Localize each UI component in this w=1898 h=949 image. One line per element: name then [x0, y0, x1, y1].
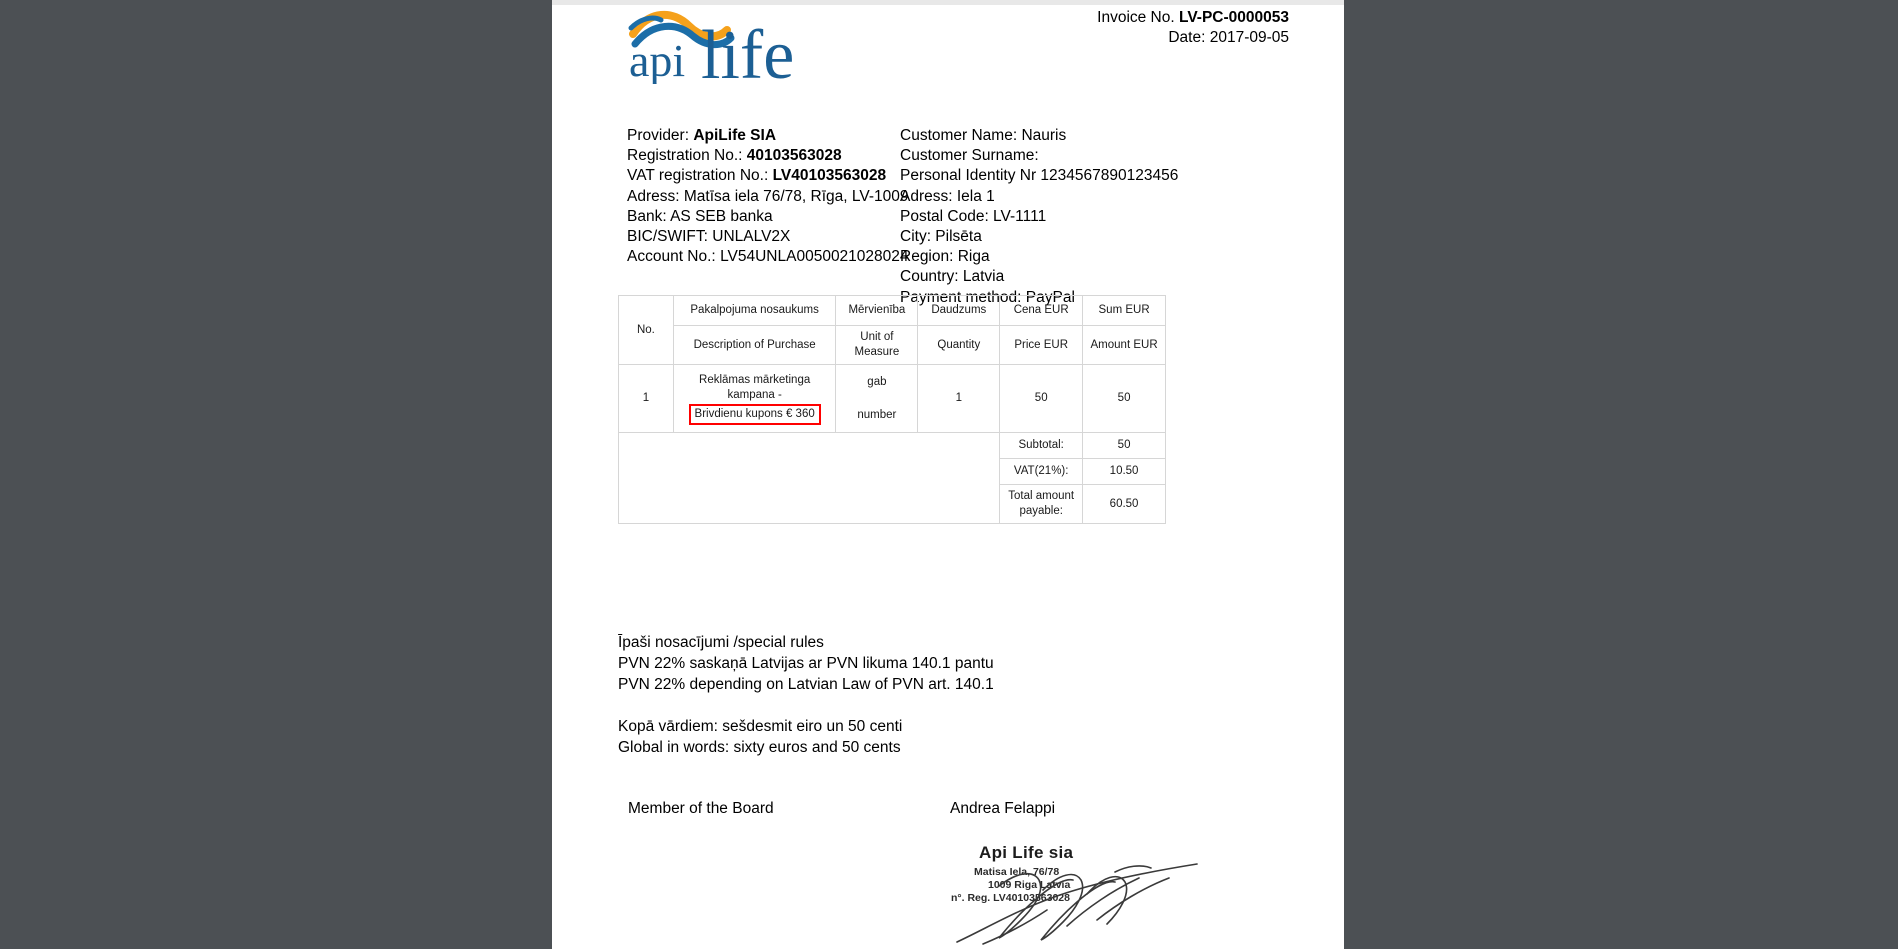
customer-address: Adress: Iela 1	[900, 187, 995, 205]
cell-unit: gab number	[835, 364, 919, 433]
column-header-qty-lv: Daudzums	[917, 295, 1001, 326]
column-header-sum-lv: Sum EUR	[1082, 295, 1166, 326]
svg-text:life: life	[701, 17, 794, 84]
invoice-header: api life Invoice No. LV-PC-0000053 Date:…	[552, 0, 1344, 104]
cell-description: Reklāmas mārketinga kampana - Brivdienu …	[672, 364, 837, 433]
registration-no-value: 40103563028	[746, 147, 842, 165]
description-highlight-box: Brivdienu kupons € 360	[688, 403, 821, 425]
provider-line: Adress: Matīsa iela 76/78, Rīga, LV-1009	[627, 187, 957, 207]
swift-value: UNLALV2X	[712, 228, 791, 246]
stamp-address-line: Matisa Iela, 76/78	[974, 866, 1060, 878]
svg-text:api: api	[629, 35, 685, 84]
invoice-date-line: Date: 2017-09-05	[1168, 29, 1289, 46]
column-header-unit-lv: Mērvienība	[835, 295, 919, 326]
subtotal-value: 50	[1082, 432, 1166, 459]
customer-block: Customer Name: Nauris Customer Surname: …	[900, 126, 1230, 308]
invoice-document: api life Invoice No. LV-PC-0000053 Date:…	[552, 0, 1344, 945]
provider-line: VAT registration No.: LV40103563028	[627, 166, 957, 186]
notes-spacer	[618, 695, 994, 716]
description-line-1: Reklāmas mārketinga kampana -	[699, 373, 811, 401]
provider-line: Registration No.: 40103563028	[627, 146, 957, 166]
stamp-title: Api Life sia	[979, 843, 1074, 862]
column-header-desc-lv: Pakalpojuma nosaukums	[672, 295, 837, 326]
apilife-logo: api life	[627, 4, 842, 84]
page-top-strip	[552, 0, 1344, 5]
stamp-city-line: 1009 Riga Latvia	[988, 879, 1071, 891]
customer-name: Customer Name: Nauris	[900, 127, 1067, 144]
stamp-registration-line: n°. Reg. LV40103563028	[951, 892, 1070, 904]
cell-quantity: 1	[917, 364, 1001, 433]
column-header-price-en: Price EUR	[999, 325, 1084, 365]
invoice-number-label: Invoice No.	[1097, 9, 1175, 26]
totals-row-total: Total amount payable: 60.50	[619, 484, 1166, 524]
member-of-board-label: Member of the Board	[628, 800, 774, 817]
company-stamp: Api Life sia Matisa Iela, 76/78 1009 Rig…	[947, 840, 1237, 949]
vat-value: 10.50	[1082, 458, 1166, 485]
provider-block: Provider: ApiLife SIA Registration No.: …	[627, 126, 957, 267]
totals-row-subtotal: Subtotal: 50	[617, 432, 1166, 524]
column-header-unit-en: Unit of Measure	[835, 325, 919, 365]
unit-value-en: number	[857, 408, 897, 421]
customer-country: Country: Latvia	[900, 268, 1005, 286]
provider-address-label: Adress:	[627, 187, 680, 205]
customer-region: Region: Riga	[900, 248, 990, 266]
vat-registration-value: LV40103563028	[772, 167, 887, 185]
customer-city: City: Pilsēta	[900, 228, 982, 246]
table-row: 1 Reklāmas mārketinga kampana - Brivdien…	[618, 364, 1166, 433]
cell-price: 50	[999, 364, 1084, 433]
special-rules-section: Īpaši nosacījumi /special rules PVN 22% …	[618, 632, 994, 758]
special-rules-lv: PVN 22% saskaņā Latvijas ar PVN likuma 1…	[618, 655, 994, 672]
customer-personal-id: Personal Identity Nr 1234567890123456	[900, 167, 1179, 185]
account-no-label: Account No.:	[627, 248, 716, 266]
customer-postal-code: Postal Code: LV-1111	[900, 207, 1047, 225]
parties-section: Provider: ApiLife SIA Registration No.: …	[552, 126, 1344, 306]
customer-surname: Customer Surname:	[900, 147, 1039, 165]
column-header-no: No.	[618, 295, 674, 365]
provider-line: Account No.: LV54UNLA0050021028024	[627, 247, 957, 267]
cell-amount: 50	[1082, 364, 1166, 433]
swift-label: BIC/SWIFT:	[627, 228, 708, 246]
provider-label: Provider:	[627, 127, 690, 144]
unit-value-lv: gab	[867, 375, 887, 388]
signatory-name: Andrea Felappi	[950, 800, 1056, 817]
provider-address-value: Matīsa iela 76/78, Rīga, LV-1009	[683, 187, 909, 205]
invoice-meta: Invoice No. LV-PC-0000053 Date: 2017-09-…	[1097, 8, 1289, 48]
invoice-number-value: LV-PC-0000053	[1179, 9, 1289, 26]
special-rules-en: PVN 22% depending on Latvian Law of PVN …	[618, 676, 994, 693]
vat-label: VAT(21%):	[999, 458, 1084, 485]
subtotal-label: Subtotal:	[999, 432, 1084, 459]
total-amount-label: Total amount payable:	[999, 484, 1084, 524]
provider-line: BIC/SWIFT: UNLALV2X	[627, 227, 957, 247]
table-header-row-en: Description of Purchase Unit of Measure …	[619, 325, 1166, 365]
total-in-words-en: Global in words: sixty euros and 50 cent…	[618, 739, 901, 756]
column-header-qty-en: Quantity	[917, 325, 1001, 365]
column-header-sum-en: Amount EUR	[1082, 325, 1166, 365]
invoice-page: api life Invoice No. LV-PC-0000053 Date:…	[552, 0, 1344, 949]
special-rules-title: Īpaši nosacījumi /special rules	[618, 634, 824, 651]
vat-registration-label: VAT registration No.:	[627, 167, 769, 185]
registration-no-label: Registration No.:	[627, 147, 743, 165]
column-header-desc-en: Description of Purchase	[672, 325, 837, 365]
table-header-row-lv: No. Pakalpojuma nosaukums Mērvienība Dau…	[618, 295, 1166, 365]
bank-value: AS SEB banka	[670, 207, 773, 225]
account-no-value: LV54UNLA0050021028024	[720, 248, 909, 266]
total-amount-value: 60.50	[1082, 484, 1166, 524]
total-in-words-lv: Kopā vārdiem: sešdesmit eiro un 50 centi	[618, 718, 903, 735]
column-header-price-lv: Cena EUR	[999, 295, 1084, 326]
totals-empty-cell	[617, 432, 1001, 524]
provider-line: Provider: ApiLife SIA	[627, 126, 957, 146]
line-items-table: No. Pakalpojuma nosaukums Mērvienība Dau…	[617, 295, 1166, 524]
invoice-number-line: Invoice No. LV-PC-0000053	[1097, 8, 1289, 28]
cell-row-no: 1	[618, 364, 674, 433]
provider-line: Bank: AS SEB banka	[627, 207, 957, 227]
provider-value: ApiLife SIA	[693, 127, 777, 144]
bank-label: Bank:	[627, 207, 667, 225]
line-items-table-wrap: No. Pakalpojuma nosaukums Mērvienība Dau…	[617, 295, 1166, 524]
